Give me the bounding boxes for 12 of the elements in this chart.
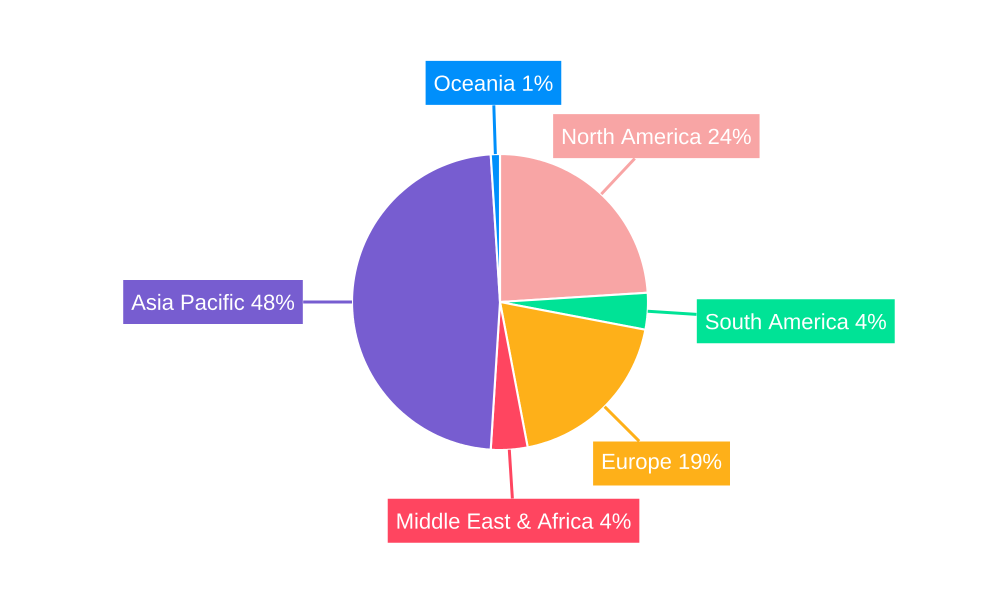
data-label: 4% <box>855 314 886 330</box>
slice-label: Middle East & Africa <box>398 512 594 529</box>
slice-label: North America <box>562 128 702 144</box>
data-label: 48% <box>251 294 294 310</box>
slice-label: Asia Pacific <box>131 294 244 310</box>
data-label: 1% <box>523 76 552 91</box>
data-label: 4% <box>600 513 631 529</box>
slice-label: Oceania <box>434 74 516 91</box>
slice-label: South America <box>706 313 849 330</box>
data-label: 19% <box>680 454 722 470</box>
data-label: 24% <box>708 128 751 144</box>
slice-label: Europe <box>602 454 671 474</box>
